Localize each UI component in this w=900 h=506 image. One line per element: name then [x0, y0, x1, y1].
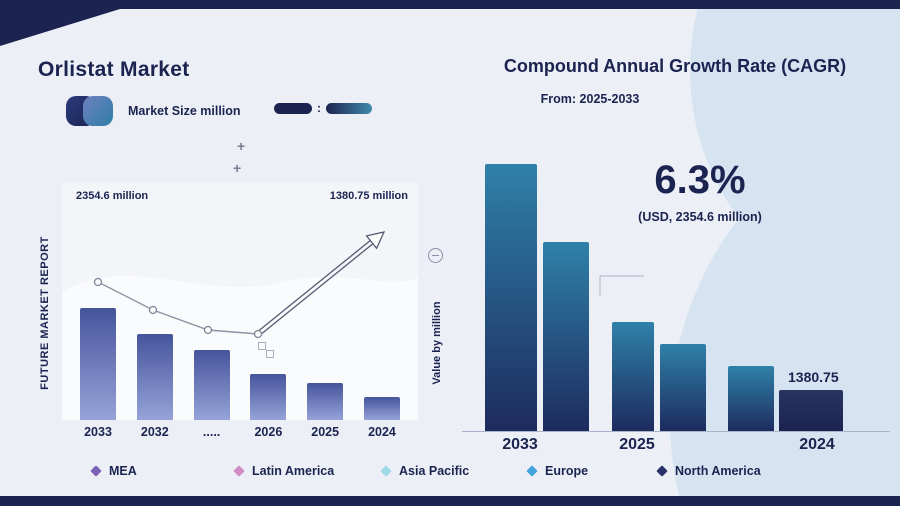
market-bar-2032 — [136, 334, 173, 420]
chart-start-value: 2354.6 million — [76, 190, 149, 202]
legend-label: Europe — [545, 464, 589, 478]
cagr-bar-2033 — [485, 164, 537, 432]
market-xlabels: 2033 2032..... 2026 2025 2024 — [62, 425, 418, 439]
chart-end-value: 1380.75 million — [329, 190, 408, 202]
market-xlabel: 2026 — [254, 425, 283, 439]
pill-navy — [274, 102, 312, 114]
region-legend: MEA Latin America Asia Pacific Europe North … — [0, 464, 900, 488]
legend-label: MEA — [109, 464, 137, 478]
pill-gradient — [326, 102, 372, 114]
cagr-bar-2024 — [779, 390, 843, 432]
cagr-bar-2024 — [728, 366, 774, 432]
market-bar-2025 — [307, 383, 344, 420]
plus-icon: + — [233, 160, 242, 176]
square-decoration — [258, 342, 266, 350]
market-bar-..... — [193, 350, 230, 420]
legend-item-latin-america: Latin America — [233, 464, 335, 478]
cagr-bars — [0, 160, 900, 432]
decorative-pills: : — [274, 101, 372, 115]
market-size-legend-label: Market Size million — [128, 104, 241, 118]
top-border-bar — [0, 0, 900, 9]
cagr-title: Compound Annual Growth Rate (CAGR) — [503, 56, 847, 76]
legend-item-mea: MEA — [90, 464, 137, 478]
cagr-xlabel: 2024 — [799, 436, 835, 453]
trend-arrow — [93, 231, 386, 339]
cagr-value: 6.3% — [654, 158, 746, 202]
circle-minus-icon — [428, 248, 443, 263]
legend-label: North America — [675, 464, 761, 478]
legend-diamond-icon — [656, 465, 668, 477]
market-xlabel: 2033 — [84, 425, 112, 439]
future-market-report-label: FUTURE MARKET REPORT — [39, 236, 51, 390]
legend-item-europe: Europe — [526, 464, 589, 478]
cagr-xlabel: 2033 — [502, 436, 538, 453]
bracket-decoration — [599, 275, 644, 296]
cagr-xlabel: 2025 — [619, 436, 655, 453]
value-axis-label: Value by million — [431, 301, 443, 385]
legend-item-north-america: North America — [656, 464, 761, 478]
legend-label: Latin America — [252, 464, 335, 478]
legend-diamond-icon — [526, 465, 538, 477]
market-bar-2026 — [250, 374, 287, 420]
cagr-bar-2033 — [543, 242, 589, 432]
cagr-subtitle: From: 2025-2033 — [540, 92, 640, 106]
cagr-end-value: 1380.75 — [788, 369, 839, 385]
plus-icon: + — [237, 138, 246, 154]
legend-diamond-icon — [233, 465, 245, 477]
market-size-icon — [66, 94, 116, 128]
cagr-xlabels: 2033 2025 2024 — [0, 436, 900, 458]
page-title: Orlistat Market — [38, 58, 190, 81]
cagr-bar-2025 — [612, 322, 654, 432]
market-xlabel: 2025 — [311, 425, 340, 439]
market-bar-2033 — [80, 308, 116, 420]
market-xlabel: ..... — [202, 425, 221, 439]
market-bar-2024 — [363, 397, 400, 420]
market-xlabel: 2032 — [140, 425, 169, 439]
legend-diamond-icon — [380, 465, 392, 477]
legend-label: Asia Pacific — [399, 464, 470, 478]
market-size-chart: 2354.6 million 1380.75 million — [62, 182, 418, 420]
cagr-bar-2025 — [660, 344, 706, 432]
legend-item-asia-pacific: Asia Pacific — [380, 464, 470, 478]
bottom-border-bar — [0, 496, 900, 506]
cagr-note: (USD, 2354.6 million) — [638, 210, 762, 224]
market-xlabel: 2024 — [368, 425, 396, 439]
pill-colon: : — [317, 101, 321, 115]
market-bars — [80, 182, 400, 420]
market-size-legend: Market Size million — [66, 94, 241, 128]
legend-diamond-icon — [90, 465, 102, 477]
square-decoration — [266, 350, 274, 358]
cagr-baseline — [462, 431, 890, 432]
